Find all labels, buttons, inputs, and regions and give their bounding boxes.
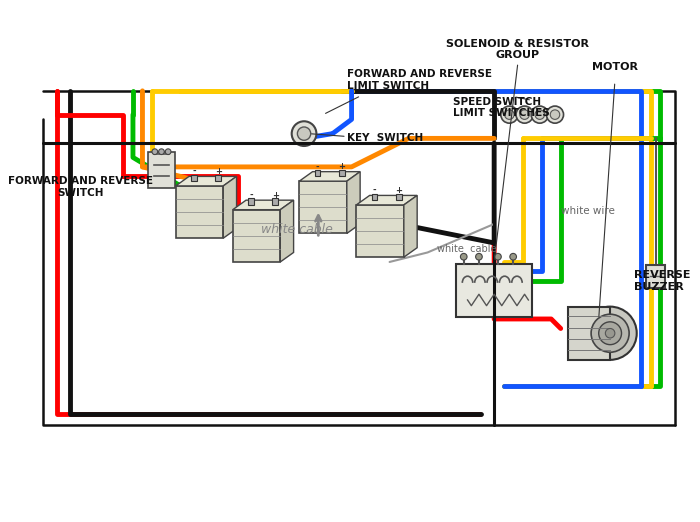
Text: +: + [272,191,279,200]
Text: white cable: white cable [261,223,333,236]
Circle shape [298,127,311,140]
Circle shape [461,253,467,260]
Circle shape [584,306,637,360]
Circle shape [598,322,622,345]
Text: FORWARD AND REVERSE
SWITCH: FORWARD AND REVERSE SWITCH [8,176,153,198]
Bar [456,264,532,317]
Circle shape [550,110,560,120]
Circle shape [292,121,316,146]
Polygon shape [280,200,293,262]
Bar [339,170,344,176]
Circle shape [606,328,615,338]
Bar [396,194,402,200]
Text: -: - [193,167,196,176]
Text: SOLENOID & RESISTOR
GROUP: SOLENOID & RESISTOR GROUP [447,39,589,60]
Polygon shape [300,172,360,181]
Bar [191,174,197,181]
Polygon shape [233,200,293,210]
Text: -: - [316,162,319,171]
Polygon shape [233,210,280,262]
Text: REVERSE
BUZZER: REVERSE BUZZER [634,270,690,292]
Circle shape [475,253,482,260]
Circle shape [159,149,164,155]
Text: +: + [395,186,402,195]
Circle shape [152,149,158,155]
Polygon shape [176,186,223,238]
Bar [646,265,665,288]
Polygon shape [356,205,404,257]
Circle shape [535,110,545,120]
Polygon shape [404,195,417,257]
Bar [568,306,610,360]
Text: -: - [249,191,253,200]
Bar [216,174,221,181]
Bar [315,170,321,176]
Bar [148,152,175,188]
Text: -: - [373,186,377,195]
Text: MOTOR: MOTOR [592,62,638,73]
Circle shape [495,253,501,260]
Circle shape [591,314,629,352]
Bar [248,198,254,205]
Text: white  cable: white cable [437,244,496,254]
Text: +: + [338,162,345,171]
Text: FORWARD AND REVERSE
LIMIT SWITCH: FORWARD AND REVERSE LIMIT SWITCH [346,69,492,91]
Circle shape [547,106,564,123]
Bar [372,194,377,200]
Circle shape [531,106,548,123]
Polygon shape [176,176,237,186]
Text: SPEED SWITCH
LIMIT SWITCHES: SPEED SWITCH LIMIT SWITCHES [454,97,550,118]
Text: white wire: white wire [561,206,615,217]
Circle shape [500,106,518,123]
Circle shape [510,253,517,260]
Polygon shape [346,172,360,233]
Text: +: + [215,167,222,176]
Circle shape [516,106,533,123]
Bar [272,198,278,205]
Circle shape [505,110,514,120]
Polygon shape [223,176,237,238]
Polygon shape [300,181,346,233]
Text: KEY  SWITCH: KEY SWITCH [346,134,423,144]
Circle shape [520,110,529,120]
Circle shape [165,149,171,155]
Polygon shape [356,195,417,205]
